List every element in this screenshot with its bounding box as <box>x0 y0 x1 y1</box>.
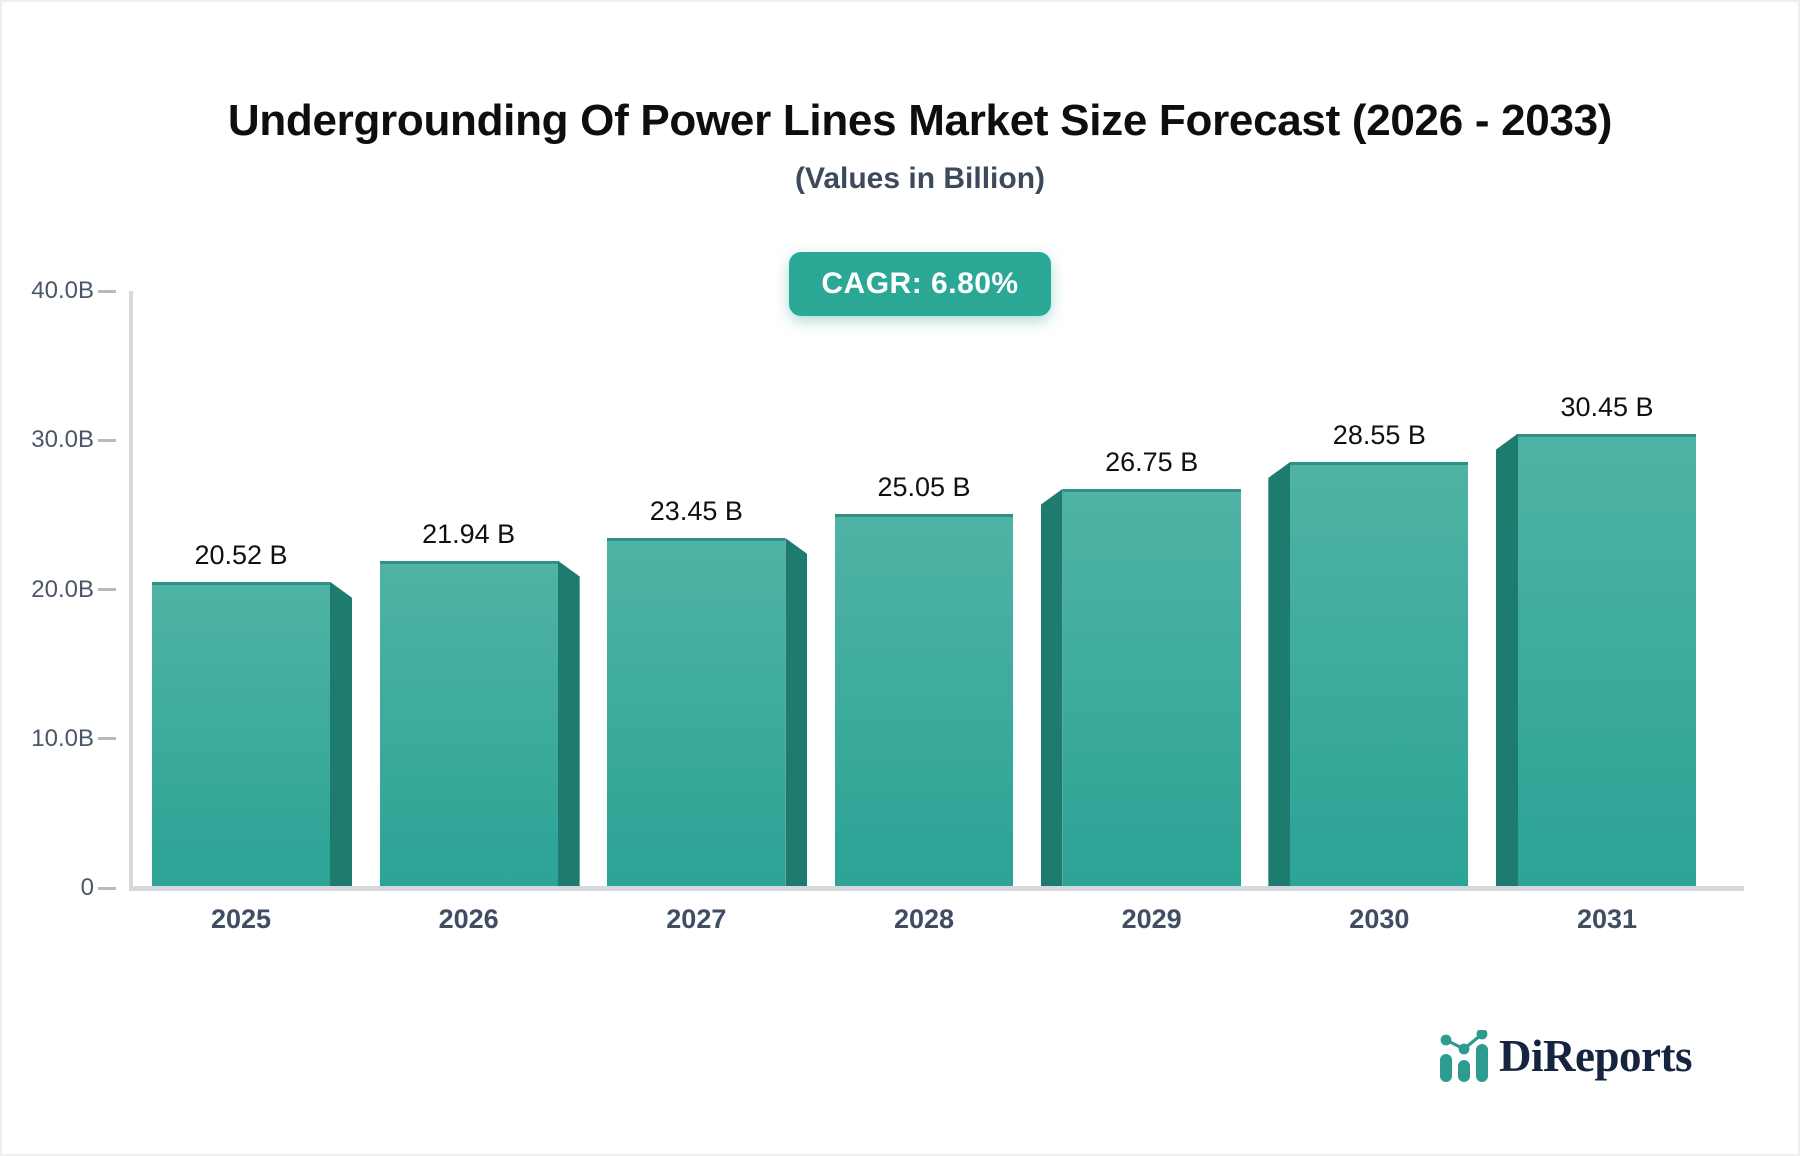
chart-subtitle: (Values in Billion) <box>794 162 1046 195</box>
y-axis-tick-label: 10.0B <box>31 724 94 752</box>
bar-value-label: 23.45 B <box>649 496 743 526</box>
x-axis-tick-label: 2025 <box>210 904 272 934</box>
bar-2027 <box>607 538 786 888</box>
bar-value-label: 30.45 B <box>1560 391 1654 422</box>
brand-logo-text: DiReports <box>1499 1031 1692 1081</box>
bar-3d-side <box>1040 488 1063 888</box>
x-axis-tick-label: 2030 <box>1349 904 1410 934</box>
brand-logo: DiReports <box>1437 1030 1692 1082</box>
y-axis-tick-label: 30.0B <box>31 426 94 454</box>
bar-2028 <box>835 514 1013 888</box>
bar-value-label: 25.05 B <box>877 472 971 503</box>
trend-bars-icon <box>1440 1030 1489 1082</box>
bar-3d-side <box>785 538 808 888</box>
bar-3d-side <box>330 581 352 888</box>
bar-2029 <box>1062 488 1241 888</box>
chart-title: Undergrounding Of Power Lines Market Siz… <box>227 96 1613 145</box>
x-axis-tick-label: 2028 <box>893 904 955 934</box>
bar-3d-side <box>557 560 580 888</box>
bar-2025 <box>152 581 330 888</box>
bar-3d-side <box>1268 461 1291 888</box>
bar-value-label: 26.75 B <box>1105 446 1199 477</box>
bar-2030 <box>1290 461 1469 888</box>
y-axis-tick <box>98 886 116 890</box>
y-axis-line <box>129 291 133 888</box>
cagr-badge-row: CAGR: 6.80% <box>42 252 1798 316</box>
x-axis-tick-label: 2029 <box>1121 904 1182 934</box>
x-axis-tick-label: 2027 <box>666 904 727 934</box>
bar-value-label: 21.94 B <box>422 518 516 549</box>
bar-3d-side <box>1496 433 1519 888</box>
y-axis-tick-label: 40.0B <box>31 277 94 304</box>
y-axis-tick-label: 20.0B <box>31 575 94 603</box>
bar-value-label: 20.52 B <box>194 539 288 570</box>
y-axis-tick <box>98 588 116 591</box>
x-axis-tick-label: 2031 <box>1576 904 1638 934</box>
y-axis-tick <box>98 438 116 442</box>
bar-2031 <box>1518 433 1697 888</box>
cagr-badge: CAGR: 6.80% <box>789 252 1051 316</box>
y-axis-tick <box>98 289 116 293</box>
y-axis-tick-label: 0 <box>80 874 94 901</box>
x-axis-tick-label: 2026 <box>438 904 499 934</box>
bar-value-label: 28.55 B <box>1332 419 1426 450</box>
y-axis-tick <box>98 737 116 741</box>
bar-2026 <box>379 560 558 888</box>
x-axis-line <box>129 886 1744 891</box>
